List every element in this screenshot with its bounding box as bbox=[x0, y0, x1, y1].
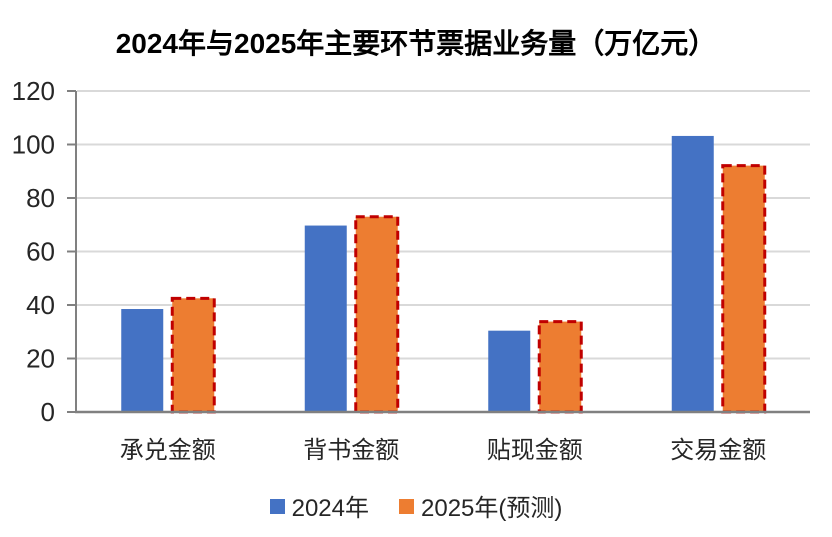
bar-series1-cat0 bbox=[170, 296, 216, 414]
bar-series1-cat3 bbox=[721, 164, 767, 414]
x-category-label: 贴现金额 bbox=[487, 437, 583, 464]
legend-swatch-2025-forecast bbox=[399, 499, 414, 514]
x-category-label: 交易金额 bbox=[670, 437, 766, 464]
y-tick-label: 60 bbox=[26, 237, 55, 267]
legend-item-2025-forecast: 2025年(预测) bbox=[399, 488, 562, 523]
y-tick-label: 0 bbox=[41, 397, 55, 427]
y-tick-label: 80 bbox=[26, 183, 55, 213]
bar-series0-cat1 bbox=[304, 225, 347, 412]
legend-label-2025-forecast: 2025年(预测) bbox=[421, 495, 563, 522]
y-tick-label: 100 bbox=[12, 130, 55, 160]
chart-title: 2024年与2025年主要环节票据业务量（万亿元） bbox=[115, 28, 717, 59]
legend: 2024年 2025年(预测) bbox=[0, 488, 832, 523]
bar-series0-cat3 bbox=[671, 135, 714, 412]
bar-series0-cat0 bbox=[121, 309, 164, 412]
bar-series0-cat2 bbox=[488, 330, 531, 412]
legend-item-2024: 2024年 bbox=[269, 488, 369, 523]
legend-swatch-2024 bbox=[269, 499, 285, 514]
legend-label-2024: 2024年 bbox=[291, 495, 369, 522]
y-tick-label: 20 bbox=[26, 344, 55, 374]
bar-series1-cat2 bbox=[537, 320, 583, 414]
bar-series1-cat1 bbox=[354, 215, 400, 414]
x-category-label: 承兑金额 bbox=[120, 437, 216, 464]
y-tick-label: 120 bbox=[12, 76, 55, 106]
x-category-label: 背书金额 bbox=[303, 437, 399, 464]
y-tick-label: 40 bbox=[26, 290, 55, 320]
